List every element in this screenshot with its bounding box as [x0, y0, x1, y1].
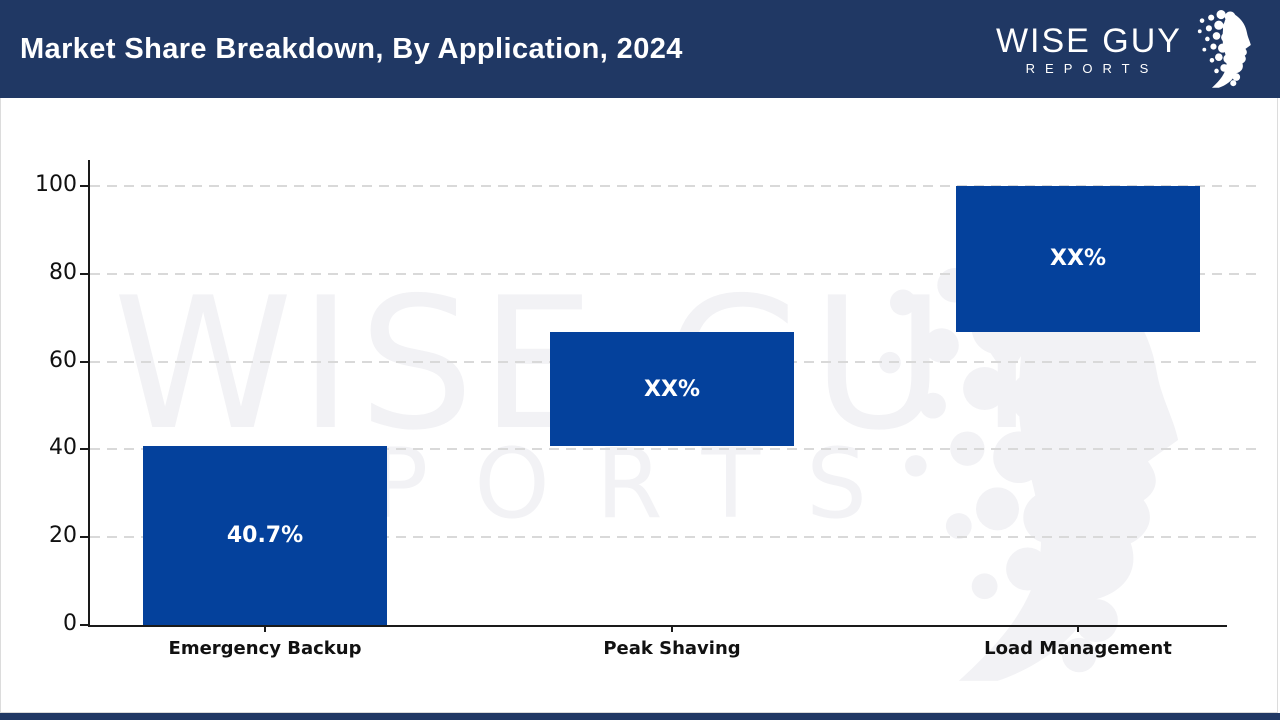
- page-title: Market Share Breakdown, By Application, …: [20, 32, 683, 65]
- x-category-label: Emergency Backup: [168, 638, 362, 659]
- brand-name: WISE GUY: [995, 21, 1182, 60]
- x-category-label: Load Management: [984, 638, 1172, 659]
- brand-logo: WISE GUY REPORTS: [996, 10, 1254, 90]
- gridline: [90, 536, 1263, 539]
- bar-load-management: XX%: [956, 186, 1200, 332]
- y-tick-label: 60: [49, 347, 77, 373]
- bar-value-label: XX%: [644, 376, 700, 402]
- y-axis-tick: [80, 360, 88, 363]
- plot-area: 0 20 40 60 80 100 40.7% XX% XX% Emergency Backup P…: [1, 98, 1277, 712]
- dotted-head-logo-icon: [1176, 10, 1254, 90]
- y-axis-tick: [80, 448, 88, 451]
- bar-value-label: XX%: [1050, 246, 1106, 272]
- x-axis-line: [88, 625, 1227, 627]
- x-axis-tick: [264, 625, 266, 632]
- y-axis-tick: [80, 624, 88, 626]
- bar-emergency-backup: 40.7%: [143, 446, 387, 625]
- x-axis-tick: [671, 625, 673, 632]
- bar-value-label: 40.7%: [226, 523, 304, 549]
- gridline: [90, 272, 1263, 275]
- bar-peak-shaving: XX%: [550, 331, 794, 447]
- gridline: [90, 448, 1263, 451]
- y-tick-label: 0: [63, 611, 77, 636]
- header-bar: Market Share Breakdown, By Application, …: [0, 0, 1280, 98]
- brand-subname: REPORTS: [1025, 61, 1159, 77]
- y-tick-label: 80: [49, 259, 77, 285]
- y-tick-label: 20: [49, 523, 77, 549]
- y-axis-tick: [80, 536, 88, 539]
- y-axis-line: [88, 160, 90, 627]
- y-axis-tick: [80, 272, 88, 275]
- chart-canvas: WISE GUY REPORTS 0 20 40 60 80 100 40.7% XX% XX%…: [0, 98, 1278, 713]
- gridline: [90, 185, 1263, 187]
- y-tick-label: 100: [35, 172, 77, 197]
- y-tick-label: 40: [49, 435, 77, 461]
- footer-bar: [0, 713, 1280, 720]
- y-axis-tick: [80, 185, 88, 187]
- x-category-label: Peak Shaving: [603, 638, 741, 659]
- brand-logo-text: WISE GUY REPORTS: [995, 21, 1182, 77]
- x-axis-tick: [1077, 625, 1079, 632]
